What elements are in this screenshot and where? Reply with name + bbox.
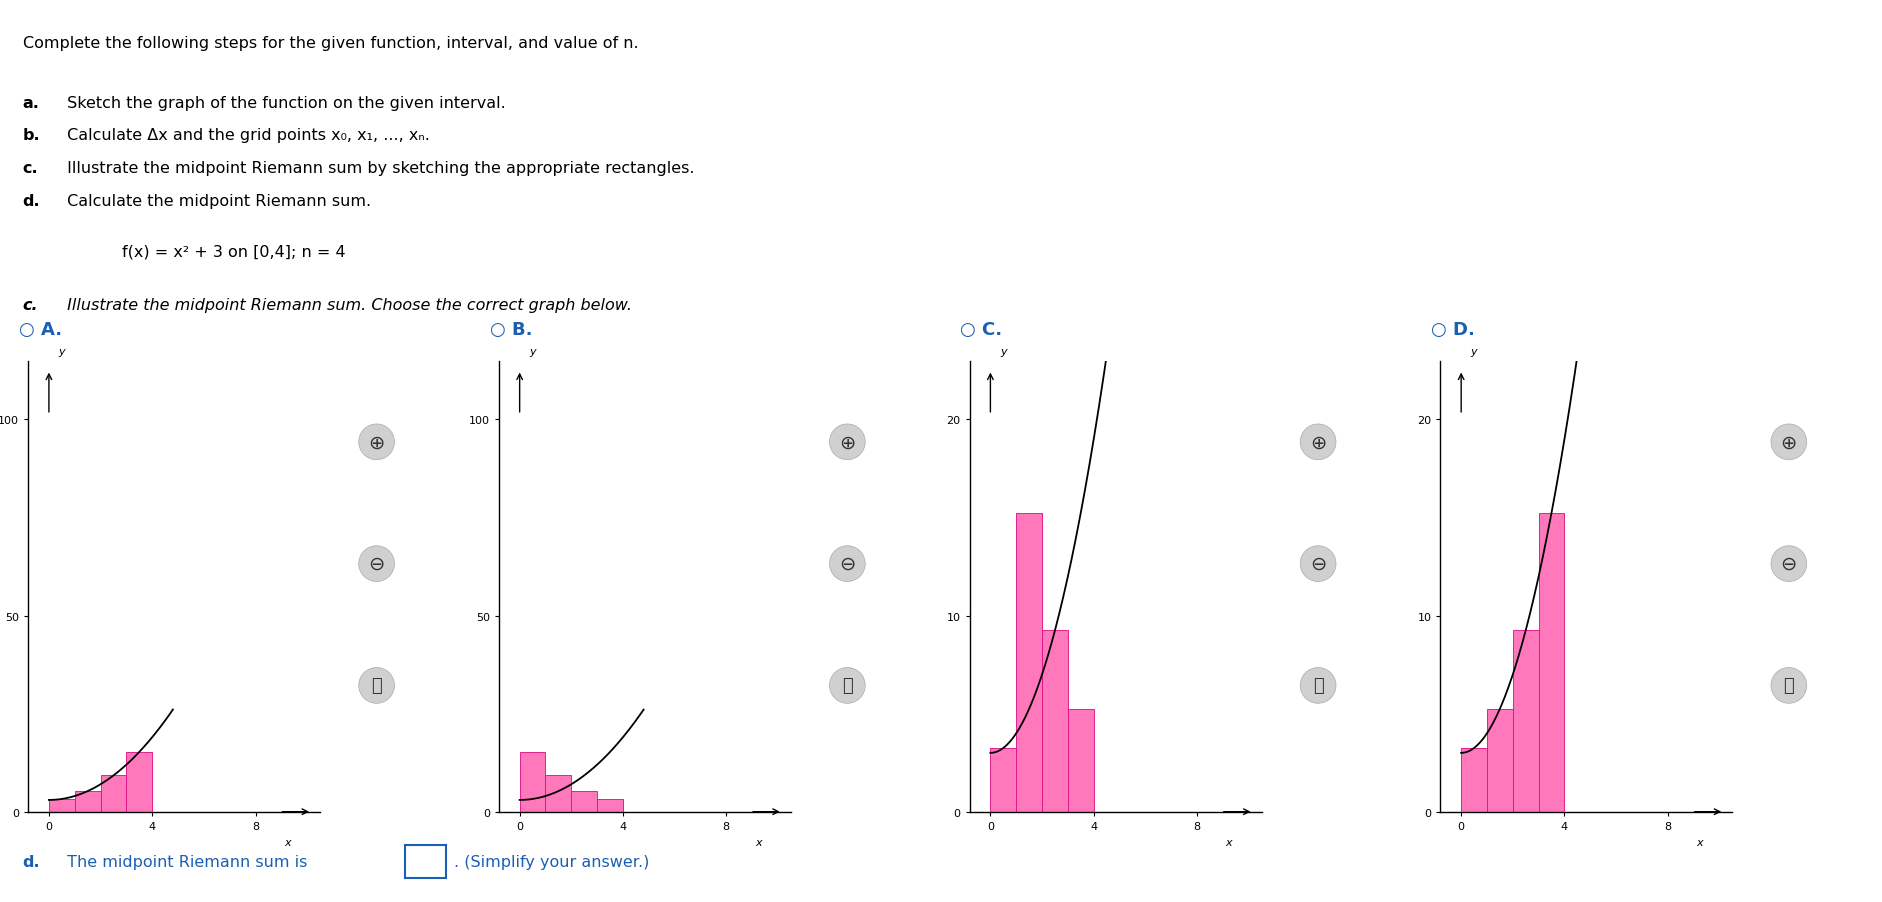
Text: Sketch the graph of the function on the given interval.: Sketch the graph of the function on the …: [62, 96, 506, 111]
Bar: [1511, 630, 1538, 812]
Text: ⧉: ⧉: [1312, 676, 1323, 695]
Bar: [49, 799, 75, 812]
Text: ⊕: ⊕: [839, 433, 854, 452]
Bar: [126, 752, 152, 812]
Bar: [1460, 748, 1487, 812]
Text: ⊖: ⊖: [839, 555, 854, 574]
Circle shape: [359, 667, 393, 704]
Text: x: x: [1225, 836, 1231, 847]
Text: c.: c.: [23, 298, 38, 313]
Text: c.: c.: [23, 161, 38, 176]
Text: . (Simplify your answer.): . (Simplify your answer.): [454, 854, 649, 869]
Text: Calculate Δx and the grid points x₀, x₁, ..., xₙ.: Calculate Δx and the grid points x₀, x₁,…: [62, 128, 429, 143]
Bar: [1067, 709, 1093, 812]
Text: d.: d.: [23, 194, 40, 209]
Text: ○ A.: ○ A.: [19, 321, 62, 338]
Text: y: y: [58, 346, 66, 357]
Circle shape: [359, 546, 393, 582]
Bar: [100, 776, 126, 812]
Text: ⧉: ⧉: [371, 676, 382, 695]
Bar: [75, 791, 100, 812]
Bar: [990, 748, 1016, 812]
Text: Illustrate the midpoint Riemann sum. Choose the correct graph below.: Illustrate the midpoint Riemann sum. Cho…: [62, 298, 632, 313]
Circle shape: [1771, 425, 1805, 460]
Bar: [597, 799, 623, 812]
Bar: [1538, 513, 1564, 812]
Bar: [519, 752, 546, 812]
Text: ⊖: ⊖: [1310, 555, 1325, 574]
Text: x: x: [755, 836, 760, 847]
Text: f(x) = x² + 3 on [0,4]; n = 4: f(x) = x² + 3 on [0,4]; n = 4: [122, 244, 346, 260]
Circle shape: [1771, 546, 1805, 582]
Text: The midpoint Riemann sum is: The midpoint Riemann sum is: [62, 854, 307, 869]
Text: ⧉: ⧉: [841, 676, 853, 695]
Bar: [546, 776, 570, 812]
Text: ⊕: ⊕: [1780, 433, 1795, 452]
Text: d.: d.: [23, 854, 40, 869]
Bar: [1041, 630, 1067, 812]
Text: ○ B.: ○ B.: [489, 321, 533, 338]
Text: ⊕: ⊕: [1310, 433, 1325, 452]
Text: y: y: [999, 346, 1007, 357]
Text: ○ D.: ○ D.: [1430, 321, 1474, 338]
Text: x: x: [1696, 836, 1701, 847]
Circle shape: [1300, 425, 1334, 460]
Text: Calculate the midpoint Riemann sum.: Calculate the midpoint Riemann sum.: [62, 194, 371, 209]
Text: a.: a.: [23, 96, 40, 111]
Circle shape: [1300, 546, 1334, 582]
Circle shape: [359, 425, 393, 460]
Circle shape: [830, 546, 864, 582]
Circle shape: [1771, 667, 1805, 704]
Text: ○ C.: ○ C.: [960, 321, 1001, 338]
Text: ⊕: ⊕: [369, 433, 384, 452]
Text: Complete the following steps for the given function, interval, and value of n.: Complete the following steps for the giv…: [23, 36, 638, 51]
Text: b.: b.: [23, 128, 40, 143]
Text: y: y: [1470, 346, 1477, 357]
Text: x: x: [284, 836, 290, 847]
Bar: [570, 791, 597, 812]
Circle shape: [830, 667, 864, 704]
Text: ⧉: ⧉: [1782, 676, 1794, 695]
Text: Illustrate the midpoint Riemann sum by sketching the appropriate rectangles.: Illustrate the midpoint Riemann sum by s…: [62, 161, 694, 176]
Text: ⊖: ⊖: [369, 555, 384, 574]
Bar: [1487, 709, 1511, 812]
Text: y: y: [529, 346, 536, 357]
Bar: [1016, 513, 1041, 812]
Text: ⊖: ⊖: [1780, 555, 1795, 574]
Circle shape: [830, 425, 864, 460]
Circle shape: [1300, 667, 1334, 704]
